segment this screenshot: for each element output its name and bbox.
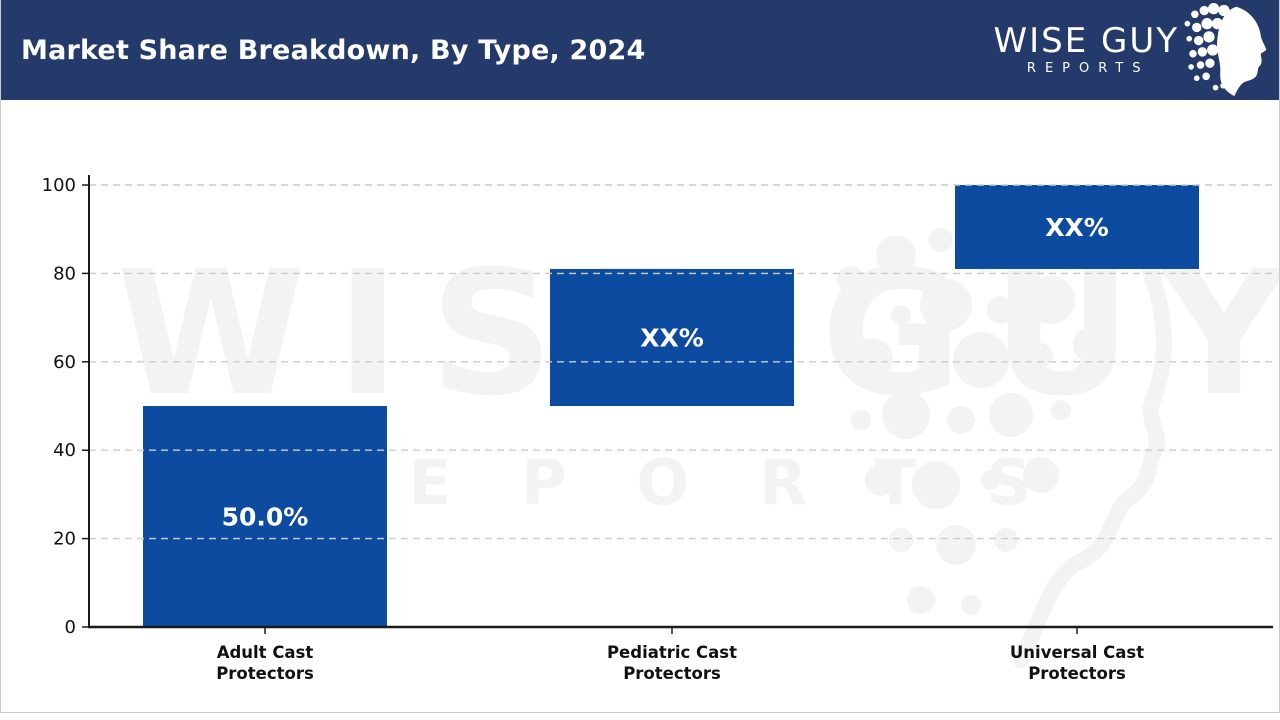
x-category-label-2: Universal Cast Protectors xyxy=(1010,643,1144,683)
x-category-label-0: Adult Cast Protectors xyxy=(216,643,314,683)
bar-label-1: XX% xyxy=(640,323,704,352)
bar-0 xyxy=(143,406,387,627)
y-tick-label-40: 40 xyxy=(53,440,76,461)
logo-face-silhouette xyxy=(1217,6,1267,97)
y-tick-label-20: 20 xyxy=(53,529,76,550)
wise-guy-logo: WISE GUY REPORTS xyxy=(993,3,1267,97)
logo-wordmark: WISE GUY REPORTS xyxy=(993,20,1179,77)
y-tick-label-100: 100 xyxy=(42,175,76,196)
y-tick-label-60: 60 xyxy=(53,352,76,373)
bar-chart-plot: 50.0% XX% XX% 0 20 40 60 80 100 Adult Cast Protect… xyxy=(42,175,1273,683)
bar-label-0: 50.0% xyxy=(222,503,309,532)
chart-area: WISE GUY REPORTS 50.0% XX% XX% 0 20 40 60 80 100… xyxy=(1,100,1279,712)
logo-wordmark-line2: REPORTS xyxy=(1026,61,1150,77)
x-category-label-1: Pediatric Cast Protectors xyxy=(607,643,737,683)
logo-face-icon xyxy=(1184,3,1267,97)
header-bar: Market Share Breakdown, By Type, 2024 WI… xyxy=(1,0,1279,100)
bar-label-2: XX% xyxy=(1045,213,1109,242)
logo-wordmark-line1: WISE GUY xyxy=(993,20,1179,61)
bar-1 xyxy=(550,268,794,406)
y-tick-label-80: 80 xyxy=(53,263,76,284)
y-tick-label-0: 0 xyxy=(65,617,76,638)
page-title: Market Share Breakdown, By Type, 2024 xyxy=(21,34,646,66)
